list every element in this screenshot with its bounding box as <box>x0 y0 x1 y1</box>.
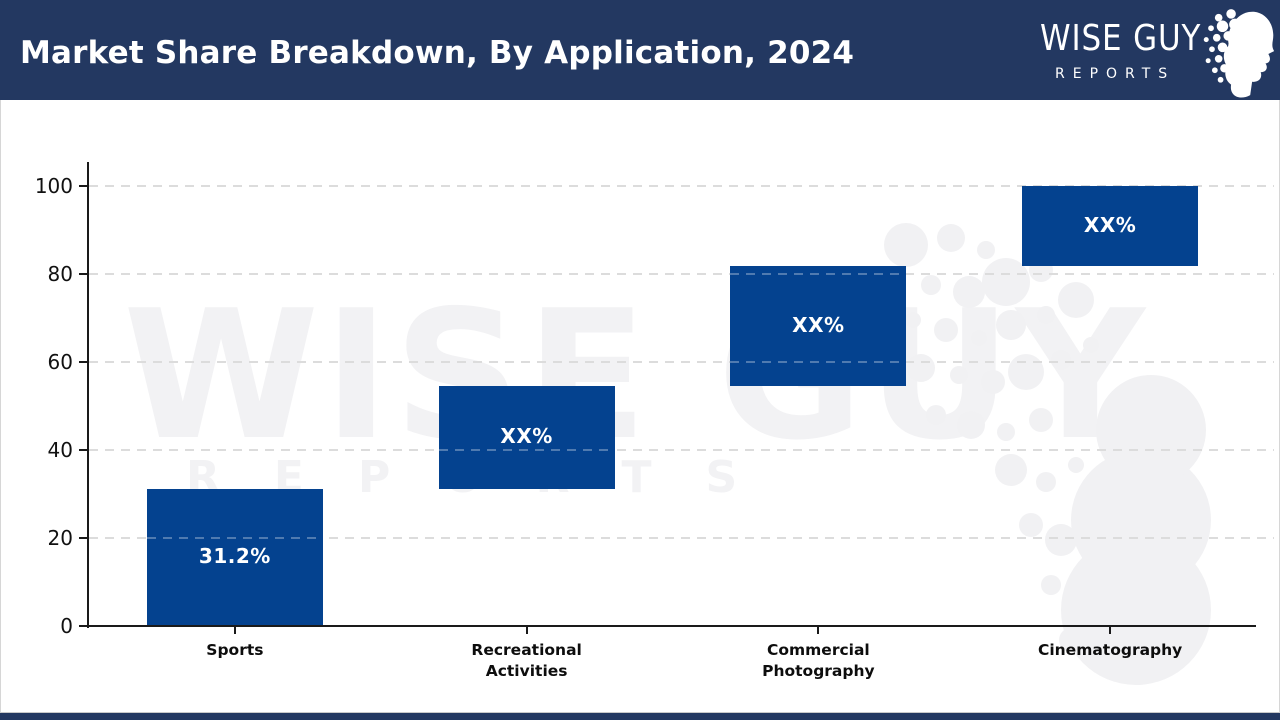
gridline-over-bar <box>730 360 907 363</box>
bar-segment: 31.2% <box>146 488 323 626</box>
watermark-dot <box>921 275 941 295</box>
watermark-dot <box>1036 472 1056 492</box>
y-axis-tick-label: 80 <box>47 262 73 286</box>
y-axis-tick-label: 100 <box>34 174 73 198</box>
footer-bar <box>0 713 1280 720</box>
watermark-dot <box>953 276 985 308</box>
watermark-dot <box>1051 350 1071 370</box>
bar-segment: XX% <box>1022 186 1199 267</box>
logo-subtext: REPORTS <box>1055 66 1176 82</box>
y-axis-tick <box>79 273 87 275</box>
watermark-dot <box>977 241 995 259</box>
gridline-over-bar <box>438 448 615 451</box>
bar-value-label: XX% <box>792 313 845 338</box>
gridline <box>89 273 1274 275</box>
gridline <box>89 185 1274 187</box>
watermark-dot <box>1008 354 1044 390</box>
gridline <box>89 449 1274 451</box>
x-axis-tick <box>817 627 820 634</box>
bar-value-label: XX% <box>1083 213 1137 238</box>
watermark-dot <box>1041 575 1061 595</box>
x-axis-tick <box>1109 627 1112 634</box>
y-axis-tick <box>79 449 87 451</box>
bar-segment: XX% <box>730 266 907 387</box>
watermark-dot <box>1083 337 1099 353</box>
watermark-dot <box>907 354 935 382</box>
y-axis-tick-label: 60 <box>47 350 73 374</box>
gridline <box>89 537 1274 539</box>
watermark-dot <box>997 423 1015 441</box>
wise-guy-logo: WISE GUY REPORTS <box>1040 6 1280 98</box>
x-axis-line <box>87 625 1256 627</box>
y-axis-tick-label: 40 <box>47 438 73 462</box>
x-axis-tick <box>233 627 236 634</box>
logo-wordmark: WISE GUY <box>1040 18 1202 59</box>
watermark-dot <box>934 318 958 342</box>
gridline <box>89 361 1274 363</box>
y-axis-tick-label: 20 <box>47 526 73 550</box>
y-axis-tick <box>79 537 87 539</box>
watermark-dot <box>971 330 987 346</box>
watermark-dot <box>1029 408 1053 432</box>
chart-region: WISE GUY REPORTS 02040608010031.2%Sports… <box>0 100 1280 713</box>
watermark-dot <box>1096 375 1206 485</box>
watermark-dot <box>1061 535 1211 685</box>
y-axis-tick <box>79 361 87 363</box>
category-label: Cinematography <box>1037 641 1183 659</box>
page-title: Market Share Breakdown, By Application, … <box>20 35 855 71</box>
watermark-dot <box>996 310 1026 340</box>
waterfall-chart: 0 20 40 60 80 100 31.2% Sports XX% Recreational Ac… <box>35 162 1274 680</box>
watermark-dot <box>957 411 985 439</box>
watermark-dot <box>1019 513 1043 537</box>
category-label: Commercial Photography <box>762 641 875 680</box>
watermark-dot <box>937 224 965 252</box>
watermark-dot <box>950 366 968 384</box>
y-axis-tick <box>79 185 87 187</box>
watermark-dot <box>1068 457 1084 473</box>
gridline-over-bar <box>730 272 907 275</box>
category-label: Sports <box>206 641 264 659</box>
watermark-dot <box>884 223 928 267</box>
watermark-dot <box>905 312 921 328</box>
watermark-dot <box>1037 306 1055 324</box>
bar-value-label: XX% <box>500 424 553 449</box>
category-label: Recreational Activities <box>471 641 582 680</box>
bar-segment: XX% <box>438 386 615 489</box>
header: Market Share Breakdown, By Application, … <box>0 0 1280 100</box>
watermark-dot <box>982 258 1030 306</box>
bar-value-label: 31.2% <box>198 544 271 569</box>
y-axis-tick <box>79 625 87 627</box>
watermark-dot <box>995 454 1027 486</box>
x-axis-tick <box>525 627 528 634</box>
y-axis-tick-label: 0 <box>60 614 73 638</box>
watermark-dot <box>981 370 1005 394</box>
y-axis-line <box>87 162 89 628</box>
watermark-dot <box>1058 282 1094 318</box>
logo-head-icon <box>1203 9 1275 98</box>
watermark-dot <box>926 405 946 425</box>
gridline-over-bar <box>146 536 323 539</box>
